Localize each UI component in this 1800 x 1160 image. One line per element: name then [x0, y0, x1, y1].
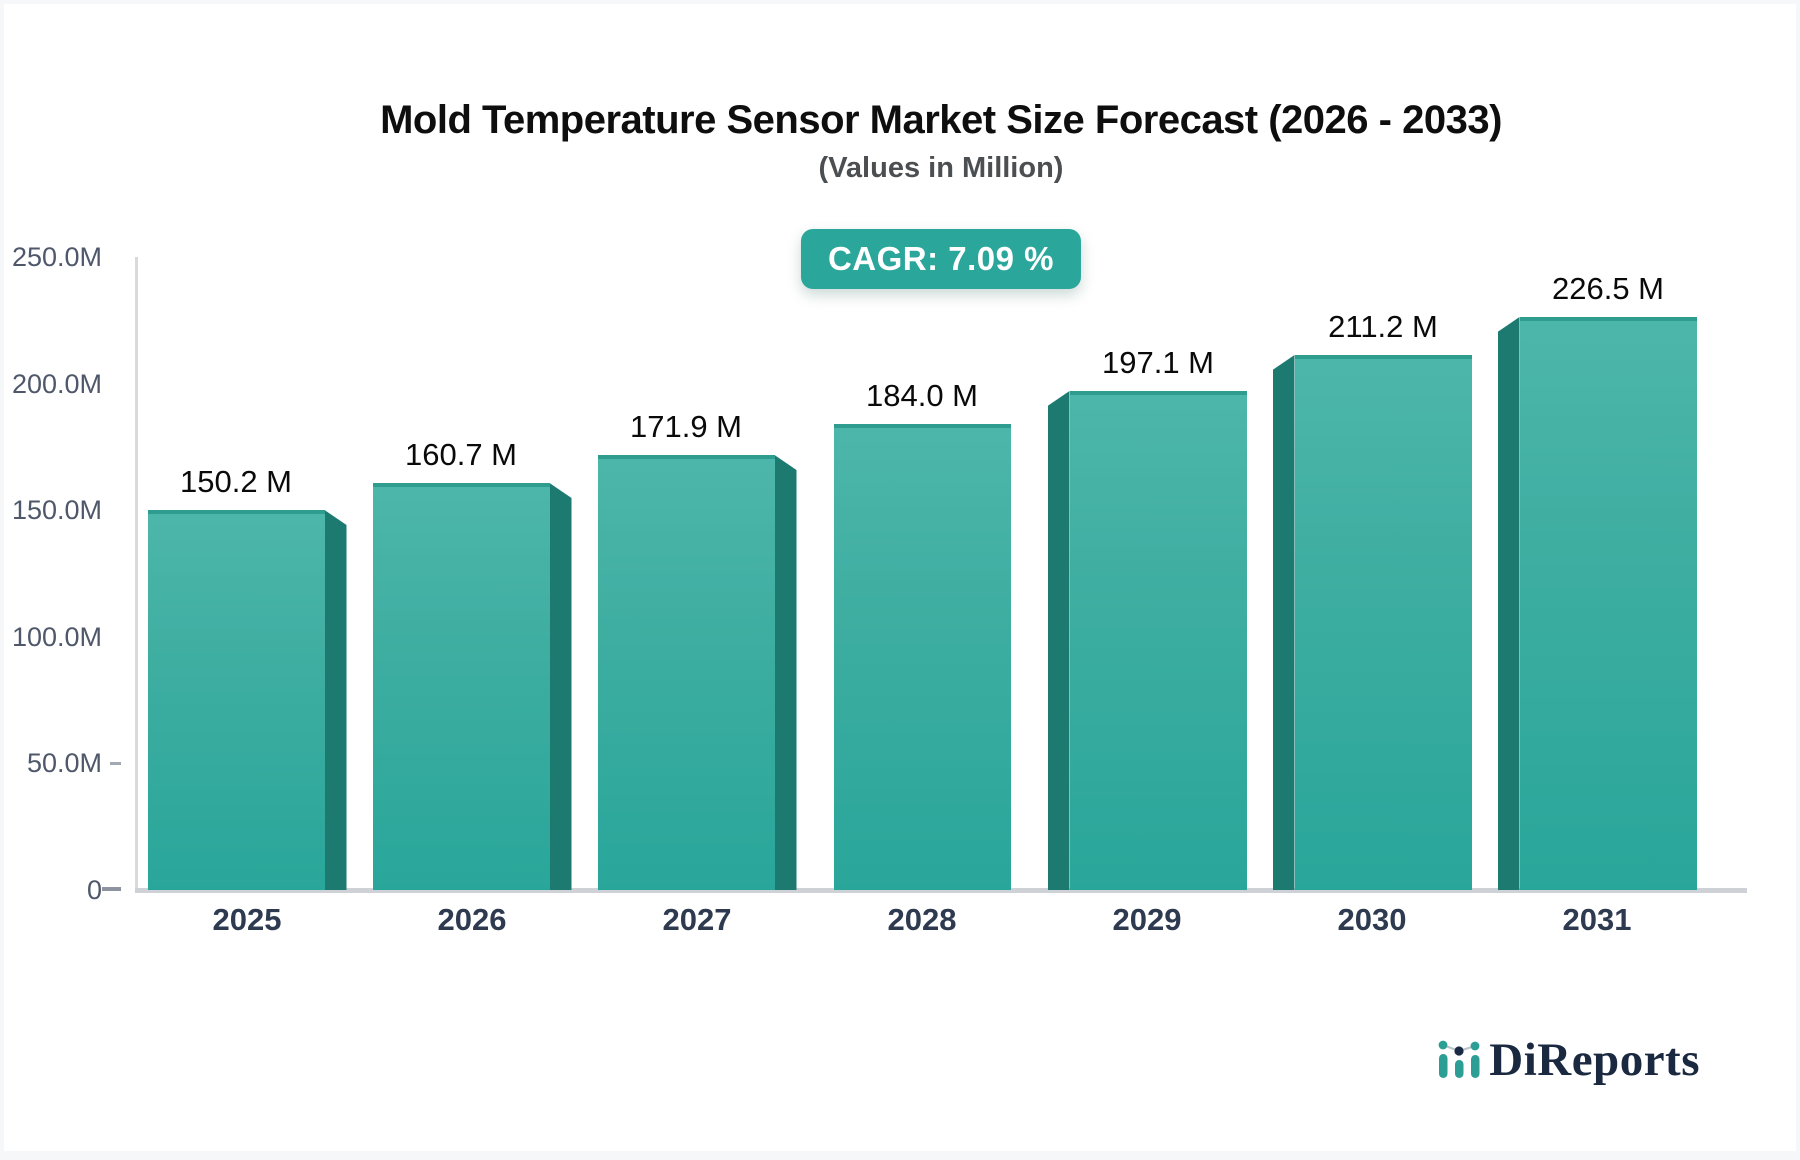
chart-title: Mold Temperature Sensor Market Size Fore… [380, 98, 1502, 142]
x-axis-label-2027: 2027 [662, 902, 732, 937]
bar-2028[interactable] [833, 424, 1011, 890]
y-tick-label-200: 200.0M [11, 369, 102, 399]
bar-value-label-2031: 226.5 M [1551, 271, 1664, 306]
x-axis-label-2025: 2025 [212, 902, 282, 937]
y-tick-label-150: 150.0M [11, 495, 102, 525]
bar-value-label-2029: 197.1 M [1101, 345, 1214, 380]
bar-2027[interactable] [597, 455, 775, 890]
direports-logo: DiReports [1435, 1036, 1700, 1084]
chart-card: Mold Temperature Sensor Market Size Fore… [4, 4, 1796, 1151]
bar-value-label-2025: 150.2 M [179, 464, 292, 499]
bar-side-face-2025 [324, 510, 347, 890]
y-tick-label-0: 0 [86, 875, 102, 905]
y-tick-mark-0 [102, 887, 121, 891]
y-axis-line [135, 257, 138, 890]
x-axis-label-2026: 2026 [437, 902, 507, 937]
bar-side-face-2029 [1047, 391, 1070, 890]
x-axis-label-2030: 2030 [1337, 902, 1407, 937]
x-axis-label-2031: 2031 [1562, 902, 1632, 937]
bar-2026[interactable] [372, 483, 550, 890]
bar-2025[interactable] [147, 510, 325, 890]
x-axis-line [135, 888, 1747, 893]
x-axis-label-2029: 2029 [1112, 902, 1182, 937]
y-tick-mark-50 [110, 762, 121, 765]
bar-side-face-2026 [549, 483, 572, 890]
bar-chart-trend-icon [1438, 1040, 1480, 1078]
cagr-badge: CAGR: 7.09 % [800, 229, 1082, 289]
bar-side-face-2027 [774, 455, 797, 890]
bar-value-label-2026: 160.7 M [404, 437, 517, 472]
y-tick-label-100: 100.0M [11, 622, 102, 652]
bar-value-label-2028: 184.0 M [865, 378, 978, 413]
bar-value-label-2030: 211.2 M [1328, 309, 1438, 344]
logo-text: DiReports [1489, 1034, 1700, 1086]
bar-side-face-2031 [1497, 317, 1520, 890]
bar-value-label-2027: 171.9 M [629, 409, 742, 444]
y-tick-label-50: 50.0M [26, 748, 102, 778]
plot-area: 150.2 M 160.7 M 171.9 M 184.0 M 197.1 M 211.2… [135, 257, 1747, 893]
y-axis-labels: 0 50.0M 100.0M 150.0M 200.0M 250.0M [4, 4, 102, 1160]
bar-2031[interactable] [1519, 317, 1697, 890]
bar-2029[interactable] [1069, 391, 1247, 890]
chart-subtitle: (Values in Million) [818, 152, 1064, 184]
bar-side-face-2030 [1272, 355, 1295, 890]
bar-2030[interactable] [1294, 355, 1472, 890]
y-tick-label-250: 250.0M [11, 242, 102, 272]
x-axis-label-2028: 2028 [887, 902, 957, 937]
